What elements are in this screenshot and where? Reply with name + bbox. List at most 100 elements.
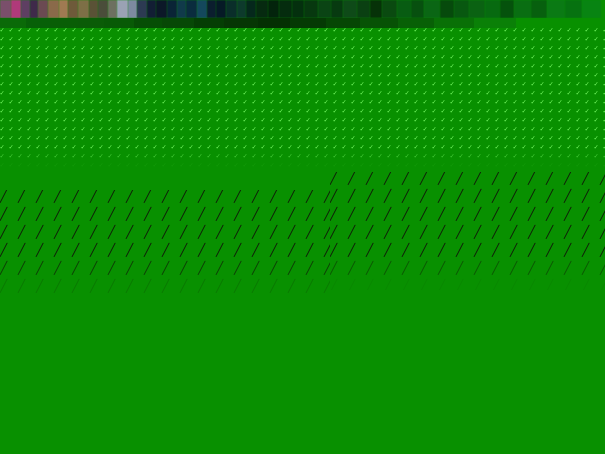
- glyph-mark: ✓: [603, 162, 605, 169]
- thumbnail-4[interactable]: [30, 0, 38, 18]
- glyph-mark: ✓: [423, 71, 428, 79]
- glyph-mark: ✓: [576, 125, 581, 133]
- thumbnail-21[interactable]: [197, 0, 207, 18]
- glyph-mark: ✓: [297, 53, 302, 61]
- thumbnail-27[interactable]: [256, 0, 268, 18]
- thumbnail-8[interactable]: [68, 0, 78, 18]
- glyph-mark: ✓: [324, 116, 329, 124]
- thumbnail-15[interactable]: [137, 0, 147, 18]
- thumbnail-6[interactable]: [48, 0, 59, 18]
- thumbnail-1[interactable]: [0, 0, 11, 18]
- glyph-mark: ✓: [90, 116, 95, 124]
- thumbnail-41[interactable]: [440, 0, 454, 18]
- glyph-mark: ✓: [36, 98, 41, 106]
- glyph-mark: ✓: [234, 152, 239, 160]
- glyph-mark: ✓: [27, 27, 32, 34]
- glyph-mark: ╱: [216, 190, 224, 203]
- glyph-mark: ╱: [180, 190, 188, 203]
- glyph-mark: ✓: [153, 161, 158, 169]
- thumbnail-46[interactable]: [514, 0, 531, 18]
- thumbnail-35[interactable]: [357, 0, 370, 18]
- thumbnail-26[interactable]: [246, 0, 256, 18]
- glyph-mark: ✓: [45, 107, 50, 115]
- glyph-mark: ╱: [180, 261, 188, 275]
- glyph-mark: ✓: [558, 116, 563, 124]
- thumbnail-34[interactable]: [343, 0, 357, 18]
- glyph-mark: ✓: [603, 45, 605, 52]
- thumbnail-31[interactable]: [304, 0, 318, 18]
- glyph-mark: ✓: [126, 152, 131, 160]
- thumbnail-3[interactable]: [21, 0, 30, 18]
- glyph-mark: ✓: [135, 143, 140, 151]
- glyph-mark: ╱: [546, 207, 554, 221]
- glyph-mark: ✓: [117, 134, 122, 142]
- glyph-mark: ✓: [270, 143, 275, 151]
- glyph-mark: ✓: [558, 27, 563, 34]
- glyph-mark: ✓: [279, 53, 284, 61]
- thumbnail-28[interactable]: [268, 0, 279, 18]
- glyph-mark: ✓: [315, 152, 320, 160]
- thumbnail-16[interactable]: [147, 0, 156, 18]
- thumbnail-9[interactable]: [78, 0, 89, 18]
- thumbnail-14[interactable]: [128, 0, 137, 18]
- thumbnail-25[interactable]: [237, 0, 246, 18]
- glyph-mark: ╱: [54, 190, 62, 203]
- glyph-mark: ✓: [315, 125, 320, 133]
- thumbnail-40[interactable]: [424, 0, 440, 18]
- glyph-mark: ╱: [582, 189, 590, 203]
- glyph-mark: ✓: [513, 44, 518, 52]
- glyph-mark: ✓: [558, 152, 563, 160]
- thumbnail-22[interactable]: [207, 0, 216, 18]
- thumbnail-5[interactable]: [38, 0, 48, 18]
- glyph-mark: ╱: [198, 225, 206, 239]
- thumbnail-49[interactable]: [565, 0, 582, 18]
- glyph-mark: ╱: [72, 207, 80, 221]
- thumbnail-44[interactable]: [485, 0, 500, 18]
- thumbnail-filmstrip[interactable]: [0, 0, 605, 18]
- thumbnail-10[interactable]: [89, 0, 98, 18]
- thumbnail-12[interactable]: [108, 0, 117, 18]
- thumbnail-36[interactable]: [370, 0, 382, 18]
- thumbnail-13[interactable]: [117, 0, 128, 18]
- thumbnail-19[interactable]: [177, 0, 186, 18]
- thumbnail-17[interactable]: [156, 0, 167, 18]
- glyph-mark: ✓: [378, 125, 383, 133]
- glyph-mark: ✓: [540, 134, 545, 142]
- dark-block-right: ╱ ╱ ╱ ╱ ╱ ╱ ╱ ╱ ╱ ╱ ╱ ╱ ╱ ╱ ╱ ╱ ╱ ╱ ╱ ╱ ╱ ╱ ╱ ╱ ╱ ╱ ╱ ╱ ╱ ╱ ╱ ╱ ╱ ╱ ╱ ╱ ╱ ╱ ╱ ╱…: [330, 172, 605, 290]
- glyph-mark: ✓: [9, 134, 14, 142]
- glyph-mark: ✓: [342, 125, 347, 133]
- thumbnail-37[interactable]: [382, 0, 397, 18]
- thumbnail-33[interactable]: [331, 0, 343, 18]
- glyph-mark: ✓: [522, 62, 527, 70]
- glyph-mark: ╱: [108, 225, 116, 239]
- thumbnail-20[interactable]: [186, 0, 197, 18]
- thumbnail-39[interactable]: [411, 0, 424, 18]
- glyph-mark: ✓: [333, 53, 338, 61]
- thumbnail-18[interactable]: [167, 0, 177, 18]
- glyph-mark: ✓: [504, 161, 509, 169]
- glyph-mark: ╱: [234, 225, 242, 239]
- thumbnail-45[interactable]: [500, 0, 514, 18]
- glyph-mark: ╱: [474, 225, 482, 239]
- thumbnail-23[interactable]: [216, 0, 226, 18]
- thumbnail-32[interactable]: [318, 0, 331, 18]
- glyph-mark: ✓: [63, 161, 68, 169]
- thumbnail-48[interactable]: [547, 0, 565, 18]
- thumbnail-43[interactable]: [469, 0, 485, 18]
- thumbnail-11[interactable]: [98, 0, 108, 18]
- glyph-mark: ✓: [558, 161, 563, 169]
- thumbnail-29[interactable]: [279, 0, 292, 18]
- thumbnail-24[interactable]: [226, 0, 237, 18]
- thumbnail-2[interactable]: [11, 0, 21, 18]
- glyph-mark: ✓: [207, 134, 212, 142]
- band-cell-3: [50, 18, 78, 28]
- thumbnail-7[interactable]: [59, 0, 68, 18]
- glyph-mark: ✓: [99, 44, 104, 52]
- thumbnail-30[interactable]: [292, 0, 304, 18]
- thumbnail-42[interactable]: [454, 0, 469, 18]
- thumbnail-50[interactable]: [582, 0, 601, 18]
- glyph-mark: ✓: [234, 134, 239, 142]
- thumbnail-47[interactable]: [531, 0, 547, 18]
- glyph-mark: ✓: [486, 161, 491, 169]
- thumbnail-38[interactable]: [397, 0, 411, 18]
